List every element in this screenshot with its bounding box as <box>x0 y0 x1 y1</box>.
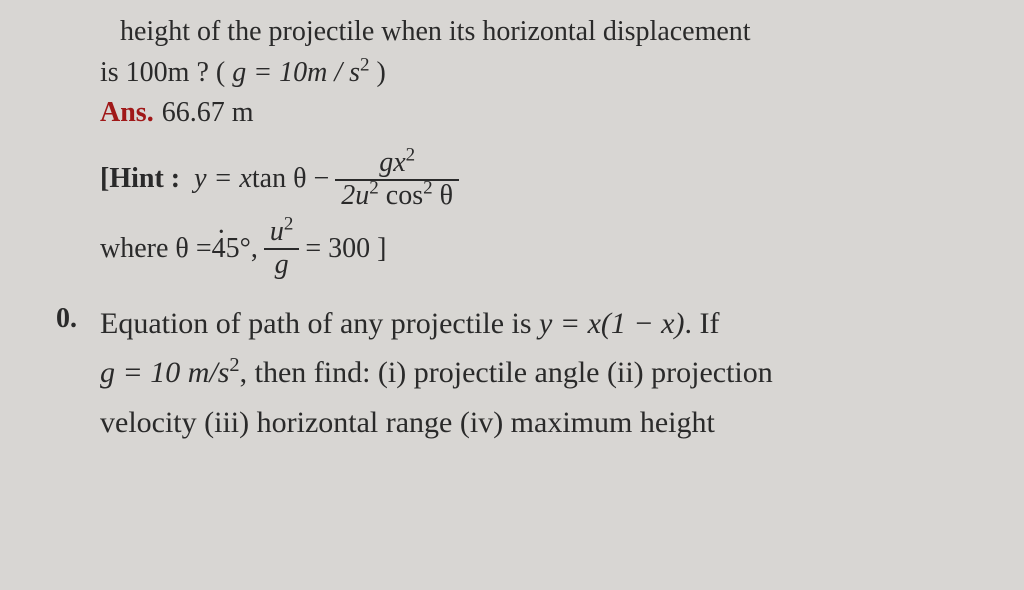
where-sep: , <box>251 229 258 270</box>
hint-den-c: θ <box>433 180 453 211</box>
q1-line2: is 100m ? ( g = 10m / s2 ) <box>100 53 984 94</box>
where-num-u: u <box>270 216 284 247</box>
hint-den-a: 2u <box>341 180 369 211</box>
hint-lhs: y = x <box>194 159 252 200</box>
where-fraction: u2 g <box>264 217 300 281</box>
q0-l3: velocity (iii) horizontal range (iv) max… <box>100 406 715 439</box>
where-num: u2 <box>264 217 300 248</box>
q0-sup: 2 <box>229 354 239 376</box>
hint-den-sup2: 2 <box>423 177 433 198</box>
q0-eq: y = x(1 − x) <box>539 307 684 340</box>
q1-line2-a: is 100m ? ( <box>100 57 232 88</box>
page: height of the projectile when its horizo… <box>0 0 1024 467</box>
where-row: where θ = 45° , u2 g = 300 ] <box>100 217 984 281</box>
q1-line2-b: ) <box>370 57 386 88</box>
q0-l2a: g = 10 m/s <box>100 356 229 389</box>
hint-tan: tan θ − <box>252 159 329 200</box>
hint-label: [Hint : <box>100 159 180 200</box>
hint-num-sup: 2 <box>406 144 416 165</box>
q1-line1: height of the projectile when its horizo… <box>120 12 984 53</box>
q1-g-eq: g = 10m / s <box>232 57 360 88</box>
where-45: 45° <box>212 229 251 270</box>
q0-l2b: , then find: (i) projectile angle (ii) p… <box>240 356 773 389</box>
q0-body: Equation of path of any projectile is y … <box>100 299 773 448</box>
q1-sup-2: 2 <box>360 54 370 75</box>
answer-value: 66.67 m <box>162 97 254 128</box>
where-a: where θ = <box>100 229 212 270</box>
q1-answer-row: Ans. 66.67 m <box>100 93 984 134</box>
q0-number: 0. <box>56 299 100 340</box>
hint-num-a: gx <box>379 147 405 178</box>
hint-den-sup1: 2 <box>369 177 379 198</box>
where-rhs: = 300 ] <box>305 229 386 270</box>
hint-row: [Hint : y = x tan θ − gx2 2u2 cos2 θ <box>100 148 984 212</box>
hint-fraction: gx2 2u2 cos2 θ <box>335 148 459 212</box>
question-0: 0. Equation of path of any projectile is… <box>100 299 984 448</box>
answer-label: Ans. <box>100 97 154 128</box>
q0-l1a: Equation of path of any projectile is <box>100 307 539 340</box>
where-num-sup: 2 <box>284 214 294 235</box>
hint-frac-num: gx2 <box>373 148 421 179</box>
hint-frac-den: 2u2 cos2 θ <box>335 181 459 212</box>
where-den: g <box>269 250 295 281</box>
q0-l1b: . If <box>684 307 719 340</box>
hint-den-b: cos <box>379 180 423 211</box>
